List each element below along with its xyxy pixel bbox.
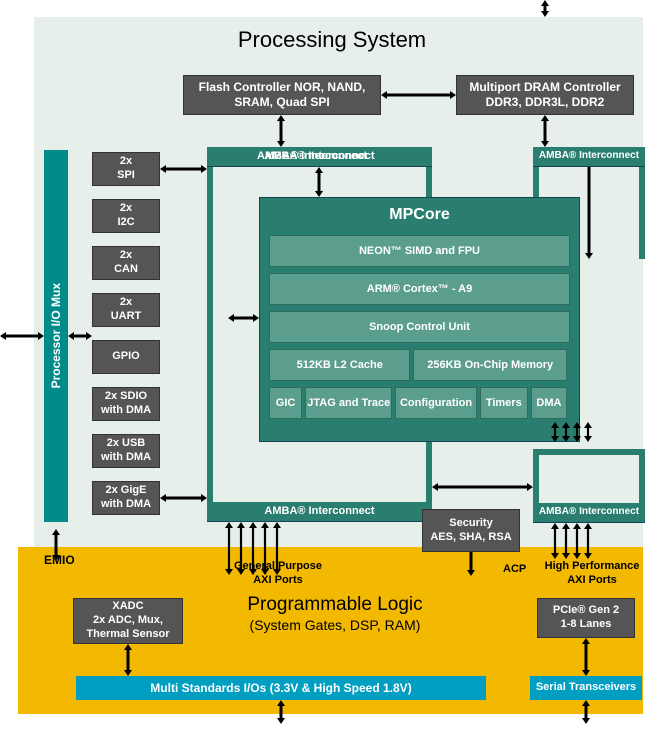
arrow <box>579 700 593 724</box>
hp-axi-label: High PerformanceAXI Ports <box>537 560 647 588</box>
periph-4: GPIO <box>92 340 160 374</box>
amba-right-bottom-label: AMBA® Interconnect <box>533 503 645 523</box>
mpcore-r2-c0: Snoop Control Unit <box>269 311 570 343</box>
arrow <box>581 523 595 559</box>
mpcore-r4-c4: DMA <box>531 387 567 419</box>
arrow <box>49 529 63 561</box>
arrow <box>312 167 326 197</box>
mpcore-r3-c0: 512KB L2 Cache <box>269 349 410 381</box>
acp-label: ACP <box>503 563 526 577</box>
serdes-bar: Serial Transceivers <box>530 676 642 700</box>
mpcore-r1-c0: ARM® Cortex™ - A9 <box>269 273 570 305</box>
arrow <box>270 522 284 575</box>
periph-3: 2x UART <box>92 293 160 327</box>
security-block: SecurityAES, SHA, RSA <box>422 509 520 552</box>
amba-outer-bottom-label: AMBA® Interconnect <box>207 502 432 522</box>
amba-right-top-label: AMBA® Interconnect <box>533 147 645 167</box>
arrow <box>538 115 552 147</box>
flash-controller: Flash Controller NOR, NAND,SRAM, Quad SP… <box>183 75 381 115</box>
xadc-block: XADC2x ADC, Mux,Thermal Sensor <box>73 598 183 644</box>
mpcore-r4-c3: Timers <box>480 387 528 419</box>
arrow <box>464 552 478 576</box>
mpcore-r4-c0: GIC <box>269 387 302 419</box>
arrow <box>581 422 595 442</box>
arrow <box>68 329 92 343</box>
arrow <box>432 480 533 494</box>
arrow <box>582 167 596 259</box>
dram-controller: Multiport DRAM ControllerDDR3, DDR3L, DD… <box>456 75 634 115</box>
amba-outer-top-label: AMBA® Interconnect <box>257 149 422 165</box>
mpcore-title: MPCore <box>259 197 580 233</box>
periph-1: 2x I2C <box>92 199 160 233</box>
periph-5: 2x SDIO with DMA <box>92 387 160 421</box>
arrow <box>0 329 44 343</box>
processing-title: Processing System <box>0 26 664 54</box>
periph-0: 2x SPI <box>92 152 160 186</box>
arrow <box>579 638 593 676</box>
mpcore-r4-c1: JTAG and Trace <box>305 387 392 419</box>
arrow <box>274 115 288 147</box>
pl-subtitle: (System Gates, DSP, RAM) <box>250 617 421 635</box>
pl-title: Programmable Logic <box>247 593 422 617</box>
arrow <box>381 88 456 102</box>
pcie-block: PCIe® Gen 21-8 Lanes <box>537 598 635 638</box>
mpcore-r0-c0: NEON™ SIMD and FPU <box>269 235 570 267</box>
arrow <box>121 644 135 676</box>
io-bar: Multi Standards I/Os (3.3V & High Speed … <box>76 676 486 700</box>
arrow <box>228 311 259 325</box>
periph-7: 2x GigE with DMA <box>92 481 160 515</box>
arrow <box>274 700 288 724</box>
periph-2: 2x CAN <box>92 246 160 280</box>
mpcore-r4-c2: Configuration <box>395 387 476 419</box>
arrow <box>160 491 207 505</box>
programmable-title: Programmable Logic(System Gates, DSP, RA… <box>210 593 460 634</box>
periph-6: 2x USB with DMA <box>92 434 160 468</box>
arrow <box>538 0 552 17</box>
processor-io-mux: Processor I/O Mux <box>44 150 68 522</box>
arrow <box>160 162 207 176</box>
mpcore-r3-c1: 256KB On-Chip Memory <box>413 349 567 381</box>
